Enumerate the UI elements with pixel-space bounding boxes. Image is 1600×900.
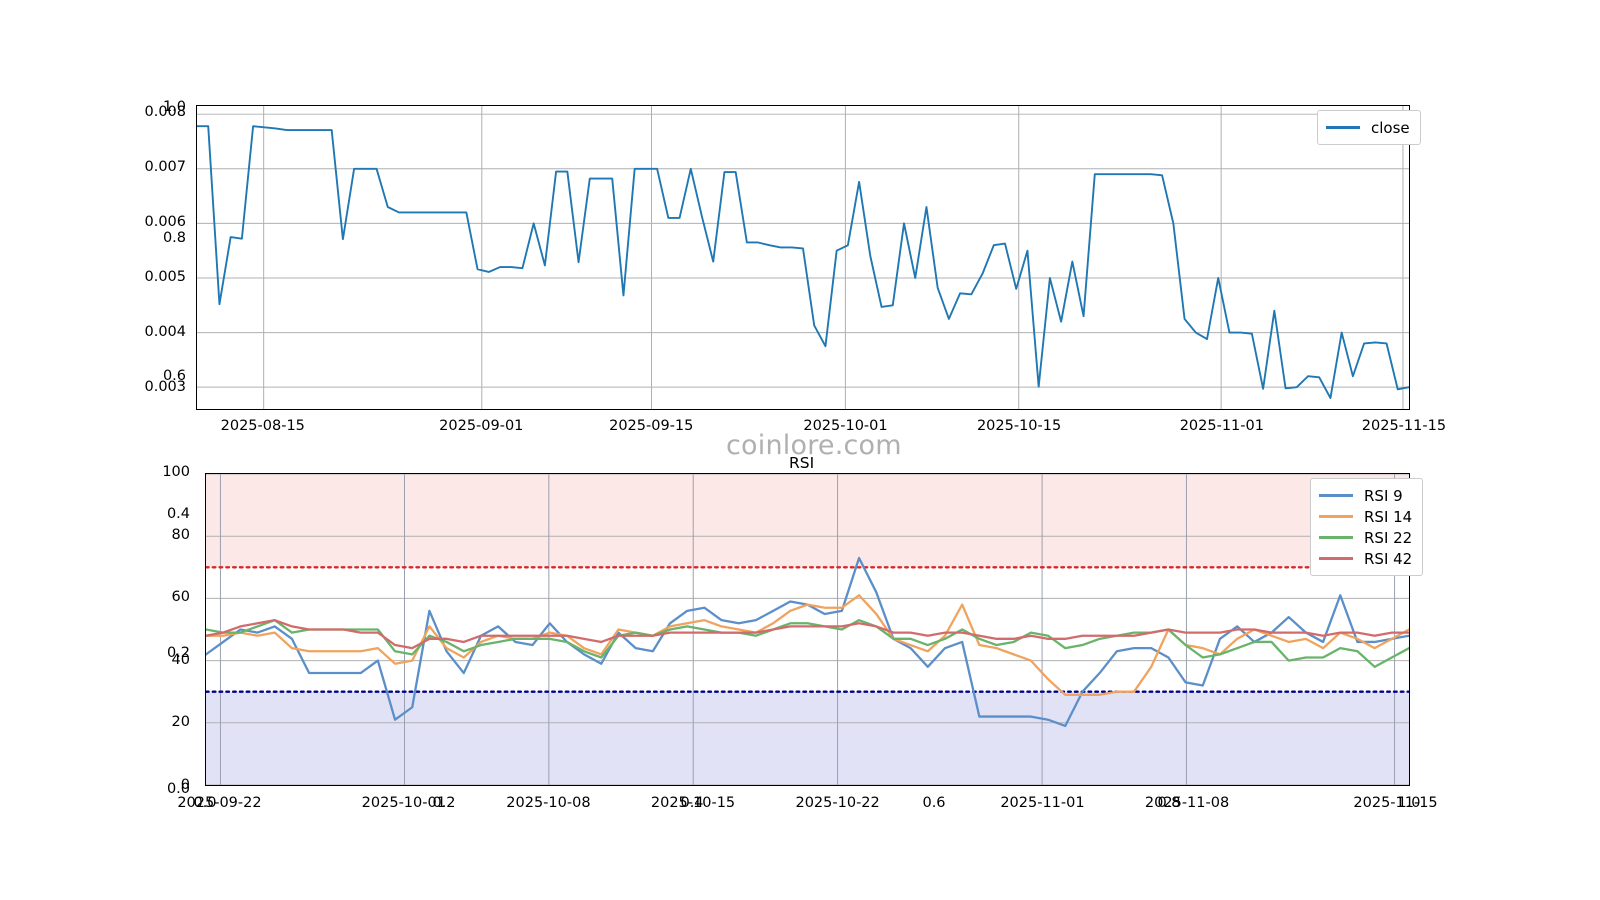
- price-y-tick-label: 0.004: [144, 324, 186, 341]
- price-y-tick-label: 0.005: [144, 269, 186, 286]
- rsi-legend-item[interactable]: RSI 14: [1319, 506, 1412, 527]
- price-x-tick-label: 2025-10-01: [803, 418, 888, 434]
- price-x-tick-label: 2025-09-01: [439, 418, 524, 434]
- price-line-svg: [197, 106, 1409, 409]
- rsi-x-tick-overlay-label: 0.2: [432, 795, 456, 811]
- rsi-x-tick-label: 2025-10-08: [506, 795, 591, 811]
- legend-line-swatch-icon: [1319, 494, 1353, 497]
- price-legend-item[interactable]: close: [1326, 117, 1410, 138]
- rsi-y-tick-overlay-label: 0.0: [166, 781, 190, 797]
- price-y-tick-label: 0.007: [144, 159, 186, 176]
- legend-line-swatch-icon: [1326, 126, 1360, 129]
- rsi-x-tick-overlay-label: 0.4: [680, 795, 704, 811]
- price-y-tick-overlay-label: 1.0: [162, 99, 186, 115]
- rsi-legend-label: RSI 9: [1364, 486, 1403, 505]
- price-chart-panel: 0.008 0.007 0.006 0.005 0.004 0.003 1.0 0.8 0.6…: [144, 99, 1447, 434]
- rsi-x-tick-label: 2025-10-01: [361, 795, 446, 811]
- price-y-tick-label: 0.008: [144, 104, 186, 121]
- rsi-y-tick-overlay-label: 0.4: [166, 506, 190, 522]
- rsi-legend-item[interactable]: RSI 42: [1319, 548, 1412, 569]
- rsi-legend-label: RSI 42: [1364, 549, 1413, 568]
- price-legend-label: close: [1371, 118, 1410, 137]
- rsi-y-tick-label: 80: [171, 526, 190, 543]
- rsi-y-tick-label: 60: [171, 589, 190, 606]
- rsi-y-tick-label: 40: [171, 651, 190, 668]
- price-y-tick-overlay-label: 0.8: [162, 230, 186, 246]
- rsi-chart-panel: 100 80 60 40 20 0 0.4 0.2 0.0 2025-09-22 2025-10…: [0, 460, 1600, 900]
- rsi-legend[interactable]: RSI 9 RSI 14 RSI 22 RSI 42: [1310, 478, 1424, 576]
- rsi-legend-label: RSI 22: [1364, 528, 1413, 547]
- rsi-legend-item[interactable]: RSI 9: [1319, 485, 1412, 506]
- price-plot-area: [196, 105, 1410, 410]
- rsi-y-tick-label: 100: [162, 464, 190, 480]
- rsi-x-tick-label: 2025-11-01: [1000, 795, 1085, 811]
- rsi-y-tick-label: 20: [171, 714, 190, 731]
- rsi-x-tick-label: 2025-11-08: [1144, 795, 1230, 811]
- rsi-x-tick-overlay-label: 1.0: [1397, 795, 1421, 811]
- legend-line-swatch-icon: [1319, 536, 1353, 539]
- rsi-chart-title: RSI: [789, 454, 815, 472]
- legend-line-swatch-icon: [1319, 515, 1353, 518]
- price-legend[interactable]: close: [1317, 110, 1421, 145]
- rsi-x-tick-overlay-label: 0.8: [1157, 795, 1181, 811]
- rsi-x-tick-overlay-label: 0.0: [193, 795, 217, 811]
- rsi-x-tick-label: 2025-09-22: [177, 795, 262, 811]
- watermark: coinlore.com: [726, 430, 902, 461]
- price-x-tick-label: 2025-09-15: [609, 418, 694, 434]
- rsi-x-tick-label: 2025-10-15: [650, 795, 736, 811]
- price-y-tick-label: 0.003: [144, 379, 186, 396]
- legend-line-swatch-icon: [1319, 557, 1353, 560]
- rsi-legend-label: RSI 14: [1364, 507, 1413, 526]
- rsi-y-tick-label: 0: [180, 777, 190, 793]
- price-y-tick-label: 0.006: [144, 214, 186, 231]
- price-x-tick-label: 2025-11-15: [1361, 418, 1447, 434]
- rsi-line-svg: [206, 474, 1409, 785]
- rsi-plot-area: [205, 473, 1410, 786]
- price-x-tick-label: 2025-10-15: [976, 418, 1062, 434]
- rsi-y-tick-overlay-label: 0.2: [166, 645, 190, 661]
- price-x-tick-label: 2025-08-15: [220, 418, 305, 434]
- rsi-legend-item[interactable]: RSI 22: [1319, 527, 1412, 548]
- rsi-x-tick-overlay-label: 0.6: [922, 795, 946, 811]
- price-y-tick-overlay-label: 0.6: [162, 368, 186, 384]
- rsi-x-tick-label: 2025-10-22: [795, 795, 880, 811]
- price-x-tick-label: 2025-11-01: [1179, 418, 1264, 434]
- rsi-x-tick-label: 2025-11-15: [1353, 795, 1438, 811]
